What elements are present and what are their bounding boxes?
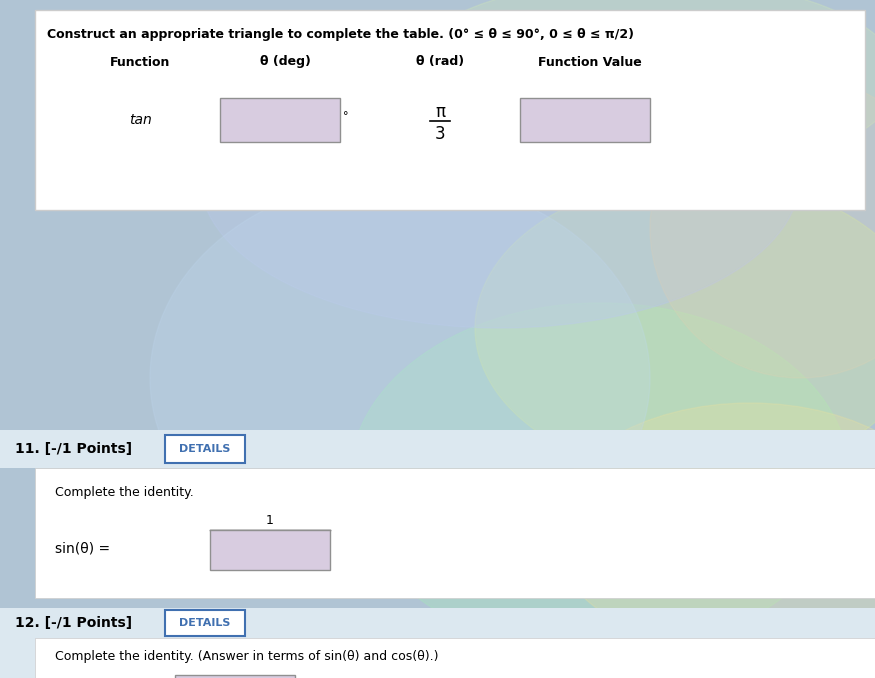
Text: Complete the identity. (Answer in terms of sin(θ) and cos(θ).): Complete the identity. (Answer in terms … — [55, 650, 438, 663]
Bar — [520, 98, 650, 142]
Text: Function: Function — [110, 56, 170, 68]
Text: °: ° — [343, 111, 348, 121]
Ellipse shape — [475, 178, 875, 478]
Ellipse shape — [550, 403, 875, 653]
Bar — [0, 608, 875, 638]
Bar — [35, 638, 875, 678]
Ellipse shape — [650, 78, 875, 378]
Ellipse shape — [350, 303, 850, 653]
Text: DETAILS: DETAILS — [179, 444, 231, 454]
Text: Construct an appropriate triangle to complete the table. (0° ≤ θ ≤ 90°, 0 ≤ θ ≤ : Construct an appropriate triangle to com… — [47, 28, 634, 41]
Text: θ (deg): θ (deg) — [260, 56, 311, 68]
Text: θ (rad): θ (rad) — [416, 56, 464, 68]
Text: DETAILS: DETAILS — [179, 618, 231, 628]
Bar — [210, 530, 330, 570]
Text: sin(θ) =: sin(θ) = — [55, 541, 110, 555]
Bar — [175, 675, 295, 678]
Text: Function Value: Function Value — [538, 56, 642, 68]
Text: Complete the identity.: Complete the identity. — [55, 486, 193, 499]
Text: 1: 1 — [266, 513, 274, 527]
Bar — [0, 608, 875, 678]
Bar — [0, 430, 875, 468]
Text: 12. [-/1 Points]: 12. [-/1 Points] — [15, 616, 132, 630]
Bar — [35, 468, 875, 598]
Text: tan: tan — [129, 113, 151, 127]
Text: 11. [-/1 Points]: 11. [-/1 Points] — [15, 442, 132, 456]
Bar — [165, 435, 245, 463]
Bar — [165, 610, 245, 636]
Ellipse shape — [150, 178, 650, 578]
Ellipse shape — [400, 0, 875, 178]
Bar — [35, 10, 865, 210]
Ellipse shape — [200, 28, 800, 328]
Text: π: π — [435, 103, 445, 121]
Bar — [220, 98, 340, 142]
Text: 3: 3 — [435, 125, 445, 143]
